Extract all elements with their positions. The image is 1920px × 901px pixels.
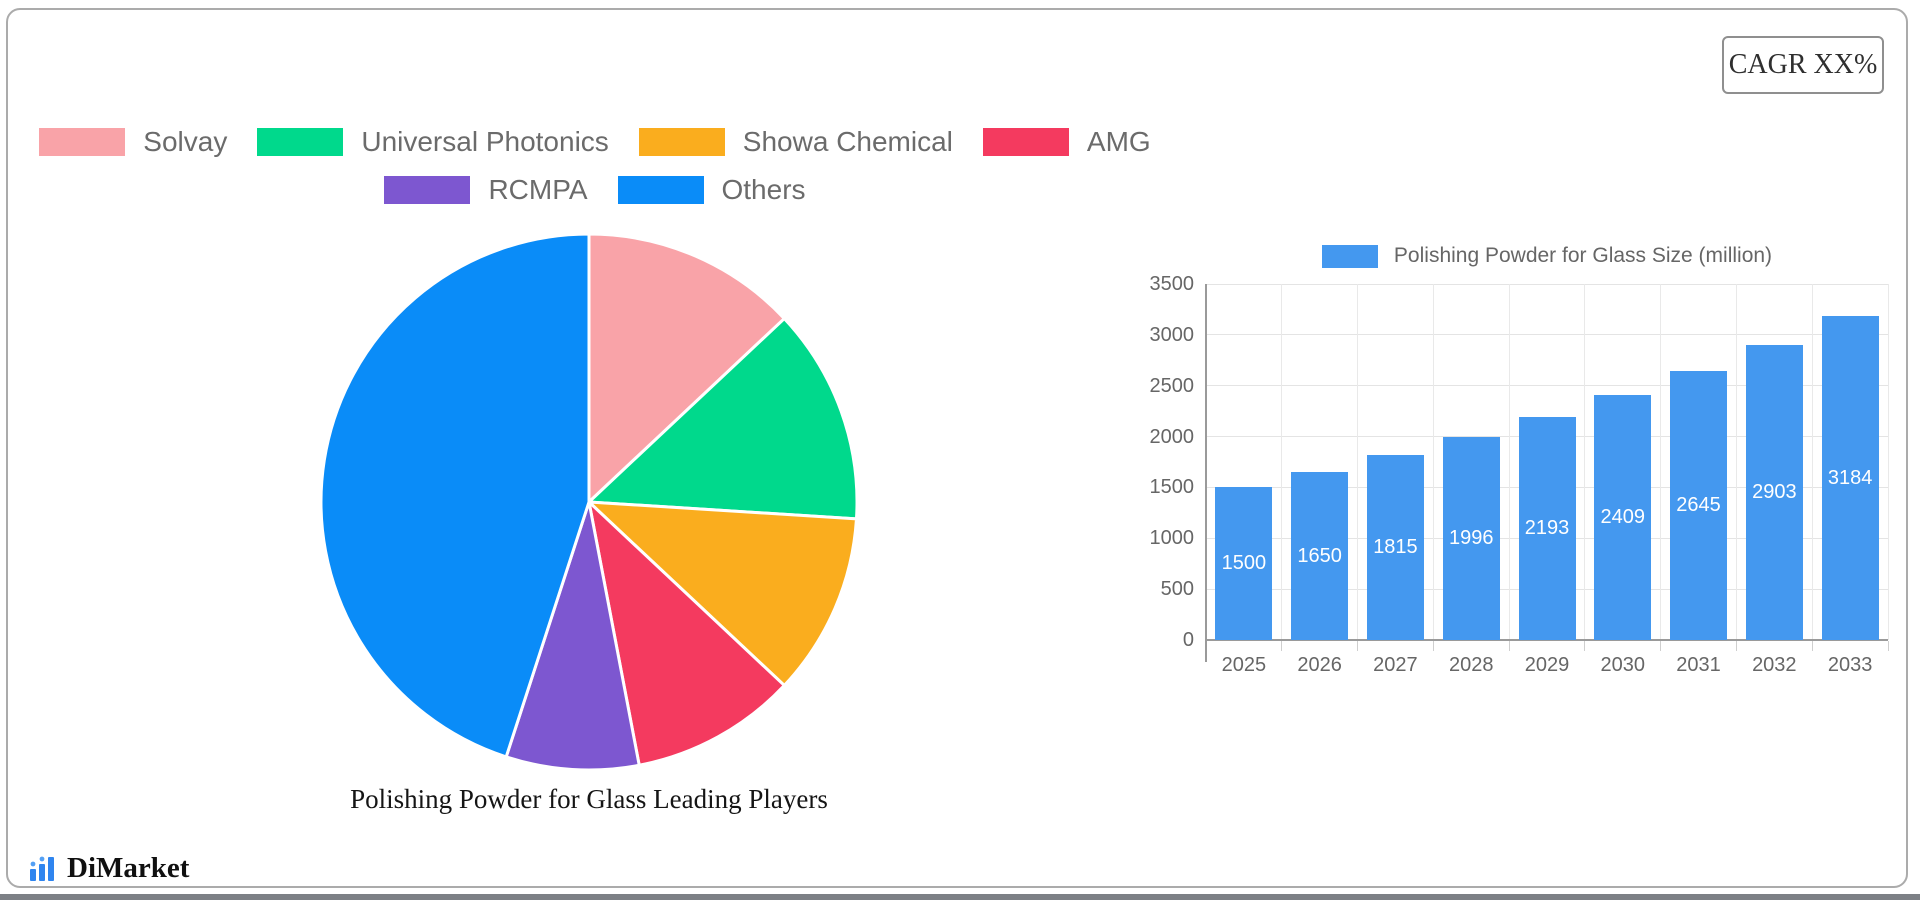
legend-label: RCMPA: [488, 174, 588, 205]
axis-tick: [1660, 641, 1662, 651]
gridline: [1206, 283, 1888, 285]
bar-plot-area: 0 500 1000 1500 2000 2500 3000 3500 1500 2025 1650…: [1150, 273, 1889, 676]
gridline: [1584, 284, 1586, 640]
gridline: [1811, 284, 1813, 640]
legend-label: Solvay: [143, 126, 228, 157]
logo: DiMarket: [28, 852, 189, 885]
y-axis-line: [1205, 284, 1207, 662]
legend-item: Others: [617, 174, 806, 206]
gridline: [1660, 284, 1662, 640]
legend-swatch: [39, 128, 126, 156]
logo-icon: [30, 856, 54, 881]
bar: 2193: [1518, 416, 1576, 640]
pie-slice: [587, 500, 786, 767]
x-axis-label: 2026: [1297, 654, 1342, 676]
gridline: [1735, 284, 1737, 640]
legend-item: Showa Chemical: [638, 126, 953, 158]
gridline: [1206, 334, 1888, 336]
y-axis-tick-label: 0: [1182, 629, 1194, 651]
bar: 1500: [1215, 487, 1273, 640]
pie-slice: [587, 500, 858, 687]
legend-label: Universal Photonics: [361, 126, 609, 157]
bar: 2409: [1594, 394, 1652, 640]
bar-value-label: 2645: [1676, 493, 1721, 516]
bar: 1650: [1291, 472, 1349, 640]
legend-row: Solvay Universal Photonics Showa Chemical A…: [39, 126, 1151, 158]
axis-tick: [1357, 641, 1359, 651]
pie-slice: [504, 500, 641, 772]
legend-item: Solvay: [39, 126, 227, 158]
legend-swatch: [257, 128, 344, 156]
legend-item: Universal Photonics: [257, 126, 609, 158]
y-axis-tick-label: 3000: [1149, 323, 1195, 346]
legend-item: AMG: [982, 126, 1151, 158]
gridline: [1357, 284, 1359, 640]
bar-value-label: 1996: [1448, 526, 1494, 549]
bar: 2903: [1745, 344, 1803, 640]
legend-label: AMG: [1086, 126, 1151, 157]
y-axis-tick-label: 500: [1160, 578, 1194, 601]
bar-value-label: 3184: [1827, 466, 1873, 489]
cagr-label: CAGR XX%: [1728, 49, 1878, 80]
axis-tick: [1281, 641, 1283, 651]
legend-swatch: [384, 176, 471, 204]
bar-value-label: 2193: [1524, 516, 1570, 539]
legend-swatch: [617, 176, 704, 204]
logo-text: DiMarket: [67, 852, 190, 884]
pie-legend: Solvay Universal Photonics Showa Chemical A…: [0, 126, 1190, 206]
axis-tick: [1811, 641, 1813, 651]
bar-value-label: 1500: [1221, 552, 1267, 575]
x-axis-label: 2031: [1676, 654, 1721, 676]
axis-tick: [1887, 641, 1889, 651]
x-axis-label: 2032: [1752, 654, 1797, 676]
x-axis-label: 2033: [1827, 654, 1873, 676]
x-axis-label: 2027: [1373, 654, 1418, 676]
x-axis-label: 2030: [1600, 654, 1646, 676]
bar-value-label: 2903: [1752, 480, 1797, 503]
gridline: [1432, 284, 1434, 640]
bar-value-label: 1815: [1373, 536, 1418, 559]
y-axis-tick-label: 2000: [1149, 425, 1195, 448]
bar-legend-swatch: [1321, 244, 1378, 268]
bar-value-label: 2409: [1600, 505, 1646, 528]
pie-slice: [587, 232, 786, 504]
x-axis-label: 2029: [1524, 654, 1570, 676]
legend-label: Others: [721, 174, 806, 205]
cagr-box: CAGR XX%: [1722, 36, 1884, 94]
x-axis-line: [1206, 639, 1888, 641]
bar: 1815: [1366, 455, 1424, 640]
bar: 2645: [1670, 370, 1728, 640]
pie-title: Polishing Powder for Glass Leading Playe…: [350, 784, 828, 814]
x-axis-label: 2025: [1221, 654, 1267, 676]
legend-label: Showa Chemical: [742, 126, 953, 157]
y-axis-tick-label: 1000: [1149, 527, 1195, 550]
pie-slice: [319, 232, 591, 759]
gridline: [1281, 284, 1283, 640]
y-axis-tick-label: 2500: [1149, 374, 1195, 397]
bar: 3184: [1821, 316, 1879, 640]
axis-tick: [1508, 641, 1510, 651]
bar-chart-legend: Polishing Powder for Glass Size (million…: [1206, 243, 1888, 269]
legend-row: RCMPA Others: [384, 174, 806, 206]
x-axis-label: 2028: [1448, 654, 1494, 676]
gridline: [1887, 284, 1889, 640]
legend-swatch: [982, 128, 1069, 156]
pie-chart: [319, 232, 859, 772]
pie-slice: [587, 317, 859, 521]
gridline: [1206, 385, 1888, 387]
axis-tick: [1735, 641, 1737, 651]
bar: 1996: [1442, 436, 1500, 640]
axis-tick: [1432, 641, 1434, 651]
bar-legend-label: Polishing Powder for Glass Size (million…: [1393, 244, 1773, 267]
gridline: [1508, 284, 1510, 640]
bottom-bar: [0, 894, 1920, 900]
axis-tick: [1584, 641, 1586, 651]
legend-swatch: [638, 128, 725, 156]
y-axis-tick-label: 3500: [1149, 273, 1195, 295]
legend-item: RCMPA: [384, 174, 588, 206]
y-axis-tick-label: 1500: [1149, 476, 1195, 499]
bar-value-label: 1650: [1297, 544, 1342, 567]
